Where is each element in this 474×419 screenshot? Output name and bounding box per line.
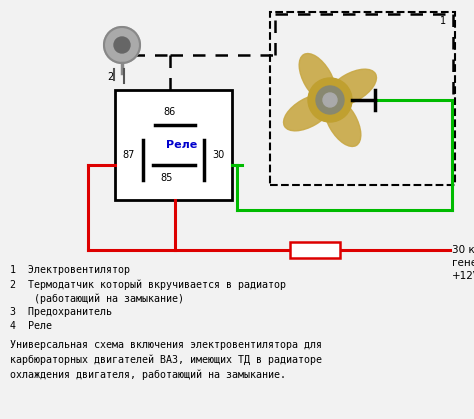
Circle shape <box>316 86 344 114</box>
Text: 30 клемма
генератора
+12V: 30 клемма генератора +12V <box>452 245 474 282</box>
Text: 2  Термодатчик который вкручивается в радиатор: 2 Термодатчик который вкручивается в рад… <box>10 279 286 290</box>
Bar <box>290 242 340 258</box>
Circle shape <box>323 93 337 107</box>
Text: (работающий на замыкание): (работающий на замыкание) <box>10 293 184 303</box>
Text: Универсальная схема включения электровентилятора для
карбюраторных двигателей ВА: Универсальная схема включения электровен… <box>10 340 322 380</box>
Text: Реле: Реле <box>166 140 197 150</box>
Ellipse shape <box>324 97 361 147</box>
Ellipse shape <box>327 69 376 106</box>
Text: 2: 2 <box>107 72 113 82</box>
Text: 1: 1 <box>440 16 446 26</box>
Text: 87: 87 <box>123 150 135 160</box>
Text: 3  Предохранитель: 3 Предохранитель <box>10 307 112 317</box>
Circle shape <box>104 27 140 63</box>
Text: 30: 30 <box>212 150 224 160</box>
Circle shape <box>114 37 130 53</box>
Bar <box>115 90 232 200</box>
Text: 4  Реле: 4 Реле <box>10 321 52 331</box>
Text: 1  Электровентилятор: 1 Электровентилятор <box>10 265 130 275</box>
Circle shape <box>308 78 352 122</box>
Bar <box>270 12 455 185</box>
Text: 85: 85 <box>161 173 173 183</box>
Ellipse shape <box>299 54 336 103</box>
Ellipse shape <box>283 94 333 131</box>
Text: 86: 86 <box>164 107 176 117</box>
